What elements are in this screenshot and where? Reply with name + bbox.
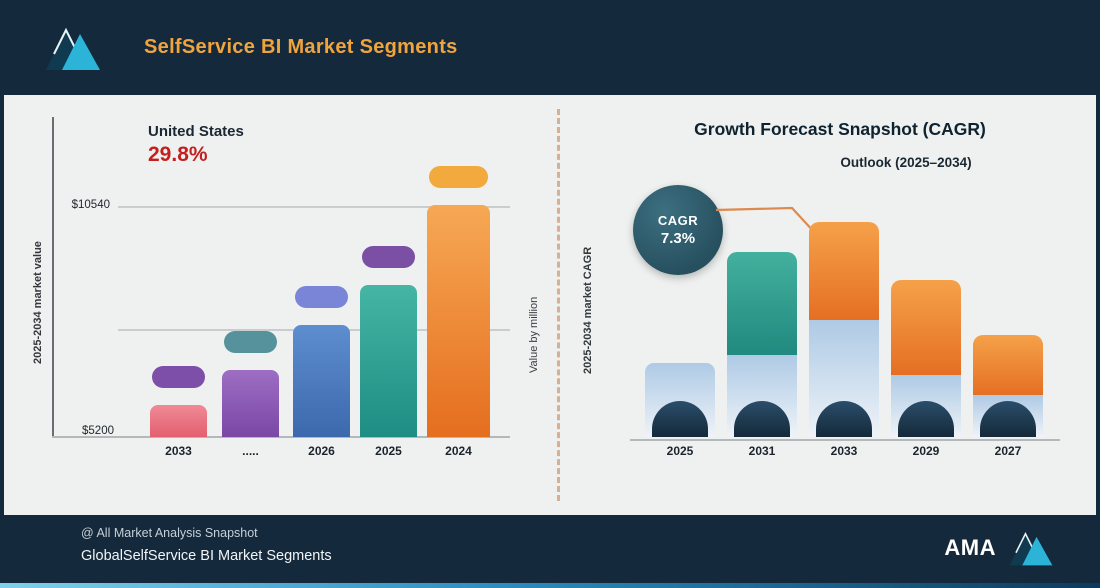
forecast-subtitle: Outlook (2025–2034) <box>840 155 972 170</box>
floating-cap <box>429 166 488 188</box>
cagr-badge-value: 7.3% <box>660 230 696 247</box>
header: SelfService BI Market Segments <box>0 0 1100 95</box>
us-bar-2026 <box>293 325 350 437</box>
footer-brand-text: AMA <box>944 535 996 560</box>
x-axis-label: 2033 <box>165 444 192 458</box>
footer-title: GlobalSelfService BI Market Segments <box>81 548 332 564</box>
us-bar-..... <box>222 370 279 437</box>
x-axis-label: ..... <box>242 444 259 458</box>
forecast-title: Growth Forecast Snapshot (CAGR) <box>694 119 986 139</box>
x-axis-label: 2025 <box>375 444 402 458</box>
y-axis-tick: $5200 <box>82 425 114 437</box>
x-axis-label: 2031 <box>748 444 776 458</box>
us-bar-2025 <box>360 285 417 437</box>
x-axis-label: 2025 <box>666 444 694 458</box>
cagr-badge-title: CAGR <box>657 213 699 228</box>
bar-top-segment <box>809 222 879 320</box>
cagr-badge: CAGR 7.3% <box>633 185 723 275</box>
bar-top-segment <box>891 280 961 375</box>
us-bar-2024 <box>427 205 490 437</box>
page-title: SelfService BI Market Segments <box>144 36 458 58</box>
content-canvas: 2025-2034 market value United States 29.… <box>4 95 1096 515</box>
right-x-axis-line <box>630 439 1060 441</box>
bar-top-segment <box>727 252 797 355</box>
us-bar-2033 <box>150 405 207 437</box>
us-region-label: United States <box>148 123 244 140</box>
forecast-bar-2029 <box>891 280 961 437</box>
forecast-bar-2027 <box>973 335 1043 437</box>
floating-cap <box>152 366 205 388</box>
value-by-million-label: Value by million <box>528 296 540 374</box>
left-y-axis-line <box>52 117 54 437</box>
x-axis-label: 2033 <box>830 444 858 458</box>
floating-cap <box>295 286 348 308</box>
us-growth-value: 29.8% <box>148 143 208 166</box>
left-y-axis-label: 2025-2034 market value <box>32 241 44 364</box>
x-axis-label: 2024 <box>445 444 472 458</box>
ama-logo-icon <box>46 27 100 70</box>
forecast-bar-2025 <box>645 363 715 437</box>
footer: @ All Market Analysis Snapshot GlobalSel… <box>0 515 1100 588</box>
x-axis-label: 2029 <box>912 444 940 458</box>
right-y-axis-label: 2025-2034 market CAGR <box>582 246 594 374</box>
footer-brand: AMA <box>944 529 1054 567</box>
x-axis-label: 2027 <box>994 444 1022 458</box>
panel-divider <box>557 109 560 501</box>
forecast-bar-2031 <box>727 252 797 437</box>
left-x-axis-line <box>52 436 510 438</box>
gridline-upper <box>118 206 510 208</box>
x-axis-label: 2026 <box>308 444 335 458</box>
floating-cap <box>224 331 277 353</box>
y-axis-tick: $10540 <box>71 199 110 211</box>
forecast-bar-2033 <box>809 222 879 437</box>
ama-logo-icon <box>1009 531 1053 566</box>
bar-top-segment <box>973 335 1043 395</box>
footer-note: @ All Market Analysis Snapshot <box>81 526 258 540</box>
floating-cap <box>362 246 415 268</box>
